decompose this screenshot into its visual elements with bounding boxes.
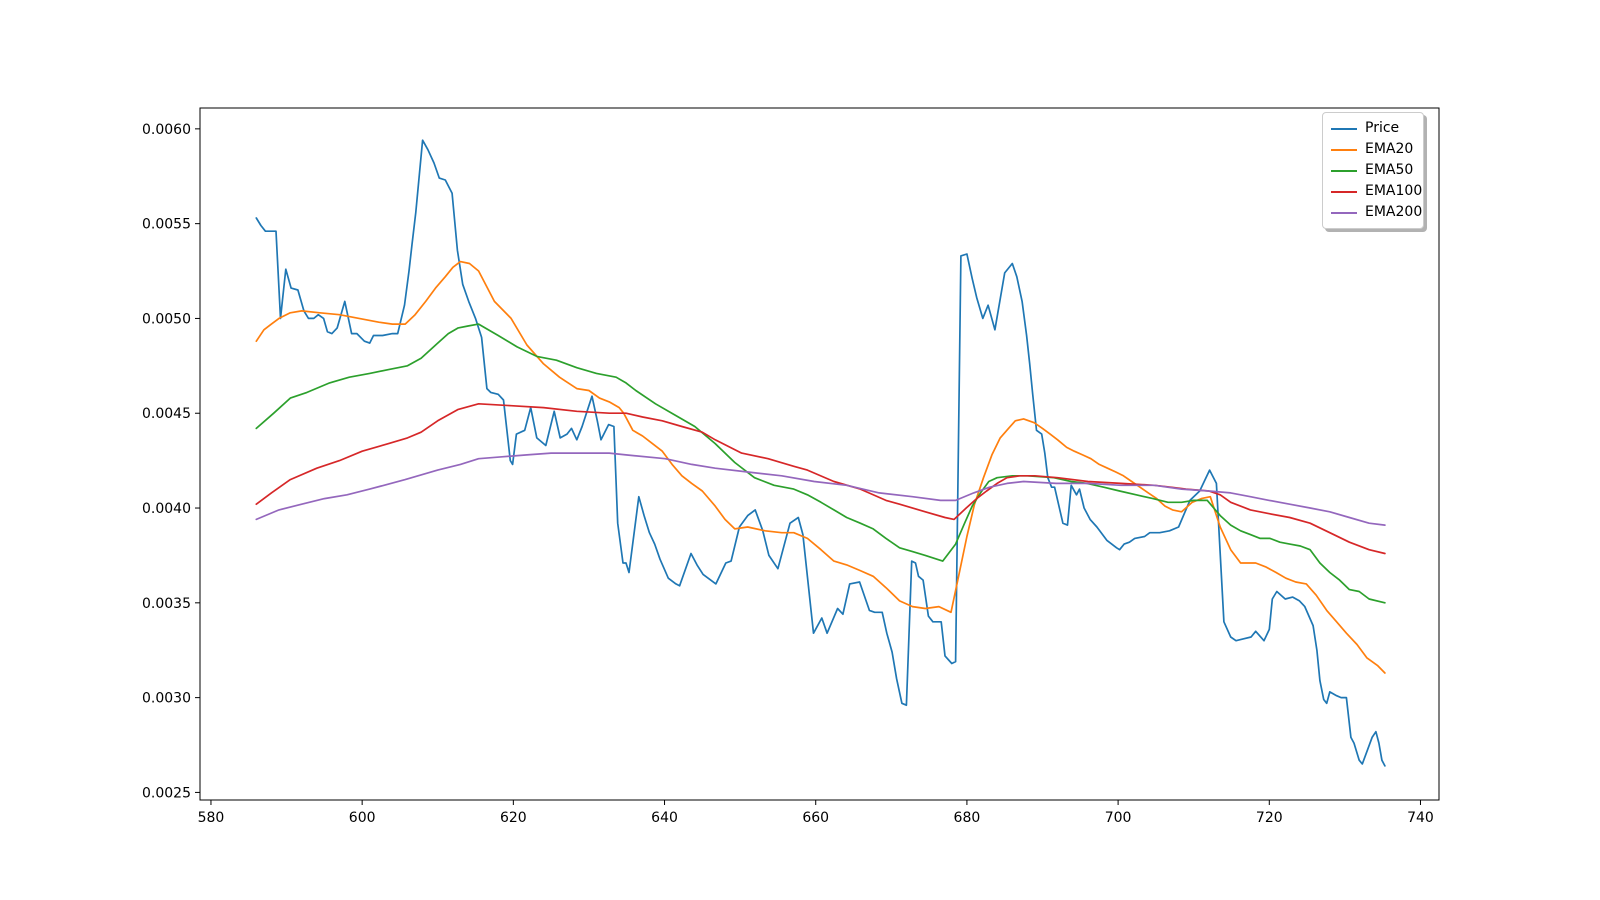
x-tick-label: 640 [651, 810, 678, 826]
legend-item-ema200: EMA200 [1331, 202, 1422, 223]
x-tick-label: 740 [1407, 810, 1434, 826]
legend-line-sample-ema20 [1331, 148, 1357, 151]
x-tick-label: 600 [349, 810, 376, 826]
legend-item-ema20: EMA20 [1331, 139, 1415, 160]
legend-item-price: Price [1331, 118, 1415, 139]
x-tick-label: 620 [500, 810, 527, 826]
x-tick-label: 720 [1256, 810, 1283, 826]
legend-item-ema100: EMA100 [1331, 181, 1422, 202]
legend-line-sample-price [1331, 127, 1357, 130]
legend-label-ema20: EMA20 [1365, 141, 1414, 157]
legend-item-ema50: EMA50 [1331, 160, 1415, 181]
x-tick-label: 580 [198, 810, 225, 826]
legend-label-ema200: EMA200 [1365, 204, 1423, 220]
y-tick-label: 0.0055 [142, 217, 191, 233]
legend-label-price: Price [1365, 120, 1400, 136]
legend-label-ema100: EMA100 [1365, 183, 1423, 199]
y-tick-label: 0.0025 [142, 785, 191, 801]
x-tick-label: 660 [802, 810, 829, 826]
series-line-ema100 [255, 402, 1386, 555]
y-tick-label: 0.0045 [142, 406, 191, 422]
legend-line-sample-ema100 [1331, 190, 1357, 193]
series-line-ema20 [255, 260, 1386, 674]
y-tick-label: 0.0040 [142, 501, 191, 517]
y-tick-label: 0.0060 [142, 122, 191, 138]
series-line-price [255, 139, 1386, 767]
y-tick-label: 0.0030 [142, 691, 191, 707]
series-line-ema50 [255, 323, 1386, 604]
legend-line-sample-ema50 [1331, 169, 1357, 172]
x-tick-label: 700 [1105, 810, 1132, 826]
y-tick-label: 0.0050 [142, 311, 191, 327]
x-tick-label: 680 [954, 810, 981, 826]
legend-label-ema50: EMA50 [1365, 162, 1414, 178]
series-line-ema200 [255, 452, 1386, 526]
y-tick-label: 0.0035 [142, 596, 191, 612]
plot-border [199, 107, 1440, 801]
legend-line-sample-ema200 [1331, 211, 1357, 214]
legend: Price EMA20 EMA50 EMA100 EMA200 [1322, 112, 1424, 229]
